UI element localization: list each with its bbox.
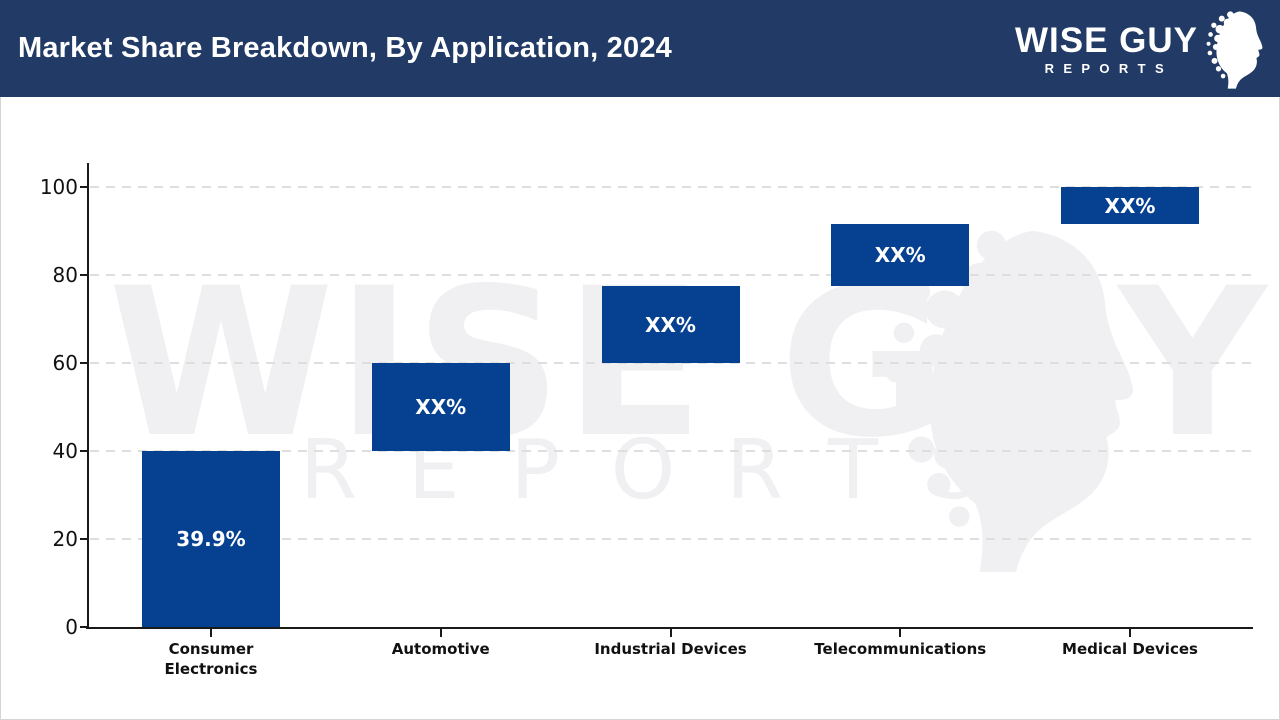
gridline	[90, 274, 1253, 276]
brand-subtitle: REPORTS	[1044, 60, 1173, 76]
y-axis-tick	[80, 274, 88, 276]
category-label: Medical Devices	[1062, 640, 1198, 658]
y-axis-tick	[80, 538, 88, 540]
x-axis-tick	[899, 629, 902, 637]
category-label: Automotive	[391, 640, 490, 658]
gridline	[90, 450, 1253, 452]
y-axis-tick-label: 40	[52, 439, 78, 463]
gridline	[90, 186, 1253, 188]
y-axis-tick	[80, 450, 88, 452]
bar-value-label: XX%	[415, 395, 467, 420]
bar-value-label: XX%	[645, 312, 696, 337]
bar-value-label: XX%	[874, 243, 926, 268]
bar: XX%	[831, 224, 970, 286]
x-axis	[86, 627, 1253, 629]
bar: 39.9%	[142, 451, 280, 627]
y-axis-tick-label: 60	[52, 351, 78, 375]
page-title: Market Share Breakdown, By Application, …	[18, 32, 672, 64]
brand-logo: WISE GUY REPORTS	[1015, 8, 1266, 90]
bar: XX%	[601, 286, 740, 363]
bar-value-label: XX%	[1104, 193, 1156, 218]
y-axis-tick-label: 0	[65, 615, 78, 639]
gridline	[90, 362, 1253, 364]
x-axis-tick	[669, 629, 672, 637]
y-axis-tick	[80, 186, 88, 188]
category-label: Telecommunications	[814, 640, 987, 658]
x-axis-tick	[439, 629, 442, 637]
y-axis-tick-label: 100	[39, 175, 78, 199]
header: Market Share Breakdown, By Application, …	[0, 0, 1280, 97]
x-axis-tick	[1129, 629, 1131, 637]
bar: XX%	[371, 363, 510, 452]
y-axis-tick	[80, 362, 88, 364]
gridline	[90, 538, 1253, 540]
brand-name: WISE GUY	[1014, 20, 1198, 60]
x-axis-tick	[210, 629, 212, 637]
category-label: Industrial Devices	[594, 640, 747, 658]
bar: XX%	[1061, 187, 1199, 225]
y-axis-tick-label: 20	[52, 527, 78, 551]
y-axis	[87, 163, 89, 629]
brand-logo-text: WISE GUY REPORTS	[1015, 23, 1198, 75]
y-axis-tick-label: 80	[52, 263, 78, 287]
bar-value-label: 39.9%	[176, 527, 246, 552]
y-axis-tick	[80, 626, 88, 628]
category-label: Consumer Electronics	[164, 640, 258, 678]
